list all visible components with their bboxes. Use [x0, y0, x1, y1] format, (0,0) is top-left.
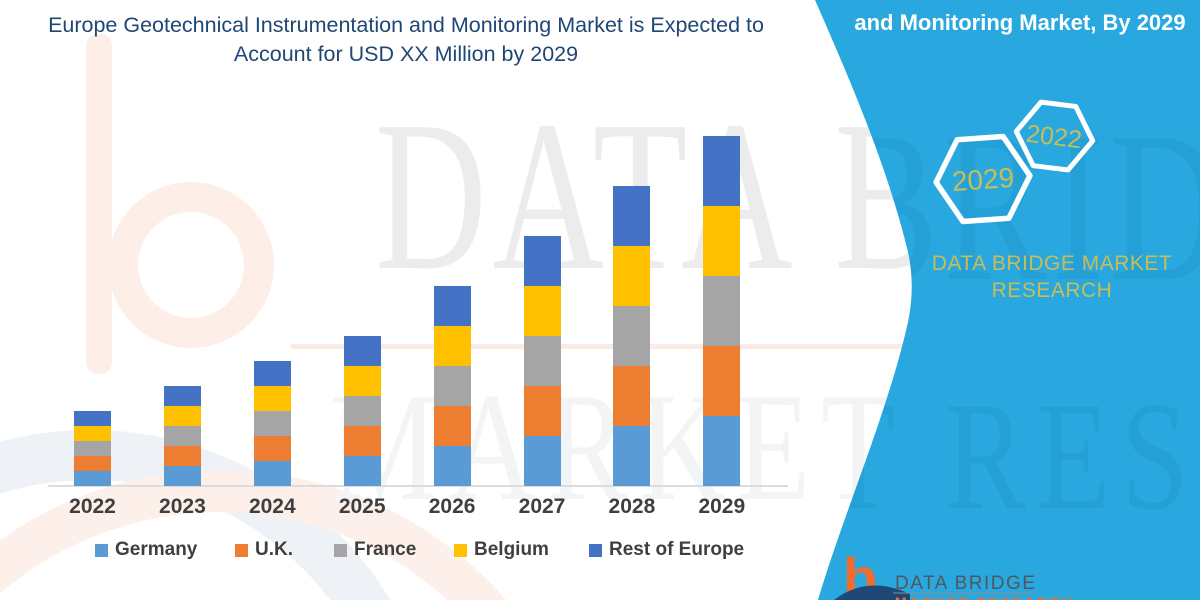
- bar-segment-germany-2023: [163, 466, 201, 486]
- legend-item-rest-of-europe: Rest of Europe: [589, 539, 744, 561]
- x-axis-label-2024: 2024: [248, 495, 296, 518]
- bar-2024: [253, 361, 291, 486]
- bar-segment-u-k--2022: [74, 456, 111, 471]
- bar-2028: [613, 186, 651, 486]
- legend-label: U.K.: [255, 539, 293, 560]
- bar-segment-rest-of-europe-2022: [74, 411, 111, 426]
- bar-2025: [343, 336, 381, 486]
- bar-segment-germany-2027: [523, 436, 561, 486]
- legend-item-germany: Germany: [95, 539, 197, 561]
- bar-2022: [74, 411, 111, 486]
- bar-segment-france-2028: [613, 306, 651, 366]
- bar-segment-germany-2022: [74, 471, 111, 486]
- chart-title-line2: Account for USD XX Million by 2029: [233, 42, 579, 66]
- bar-segment-belgium-2026: [433, 326, 471, 366]
- chart-title-line1: Europe Geotechnical Instrumentation and …: [48, 13, 764, 37]
- bar-2023: [163, 386, 201, 486]
- bar-segment-u-k--2027: [523, 386, 561, 436]
- bar-segment-france-2025: [343, 396, 381, 426]
- bar-segment-u-k--2024: [253, 436, 291, 461]
- chart-title: Europe Geotechnical Instrumentation and …: [0, 11, 812, 69]
- bar-segment-germany-2026: [433, 446, 471, 486]
- bar-segment-rest-of-europe-2023: [163, 386, 201, 406]
- bar-segment-rest-of-europe-2025: [343, 336, 381, 366]
- bar-segment-u-k--2029: [703, 346, 741, 416]
- bar-segment-germany-2024: [253, 461, 291, 486]
- legend-label: Rest of Europe: [609, 539, 745, 560]
- bar-segment-germany-2029: [703, 416, 741, 486]
- bar-segment-rest-of-europe-2028: [613, 186, 651, 246]
- bar-segment-belgium-2029: [703, 206, 741, 276]
- bar-segment-rest-of-europe-2027: [523, 236, 561, 286]
- bar-segment-rest-of-europe-2029: [703, 136, 741, 206]
- bar-segment-rest-of-europe-2024: [253, 361, 291, 386]
- bar-segment-germany-2025: [343, 456, 381, 486]
- legend-swatch-icon: [235, 543, 248, 557]
- legend-item-france: France: [334, 539, 416, 561]
- legend-item-u-k-: U.K.: [235, 539, 293, 561]
- bar-segment-france-2024: [253, 411, 291, 436]
- legend-swatch-icon: [589, 543, 602, 557]
- bar-segment-belgium-2024: [253, 386, 291, 411]
- x-axis-label-2028: 2028: [608, 495, 656, 518]
- x-axis-line: [48, 485, 788, 487]
- x-axis-label-2022: 2022: [69, 495, 116, 518]
- bar-segment-france-2022: [74, 441, 111, 456]
- bar-2029: [703, 136, 741, 486]
- x-axis-label-2026: 2026: [428, 495, 476, 518]
- bar-segment-france-2026: [433, 366, 471, 406]
- bar-2026: [433, 286, 471, 486]
- bar-segment-belgium-2025: [343, 366, 381, 396]
- bar-segment-france-2027: [523, 336, 561, 386]
- legend-swatch-icon: [454, 543, 467, 557]
- bar-segment-france-2029: [703, 276, 741, 346]
- legend-swatch-icon: [334, 543, 347, 557]
- x-axis-label-2025: 2025: [338, 495, 386, 518]
- legend-swatch-icon: [95, 543, 108, 557]
- legend-label: Belgium: [474, 539, 549, 560]
- x-axis-label-2027: 2027: [518, 495, 566, 518]
- bar-segment-germany-2028: [613, 426, 651, 486]
- bar-segment-belgium-2022: [74, 426, 111, 441]
- legend-label: France: [354, 539, 417, 560]
- x-axis-label-2023: 2023: [159, 495, 206, 518]
- x-axis-label-2029: 2029: [698, 495, 746, 518]
- bar-segment-u-k--2023: [163, 446, 201, 466]
- bar-segment-france-2023: [163, 426, 201, 446]
- bar-2027: [523, 236, 561, 486]
- watermark-logo-stem: [86, 34, 112, 374]
- legend-item-belgium: Belgium: [454, 539, 549, 561]
- bar-segment-belgium-2027: [523, 286, 561, 336]
- bar-segment-u-k--2028: [613, 366, 651, 426]
- legend-label: Germany: [115, 539, 198, 560]
- bar-segment-belgium-2028: [613, 246, 651, 306]
- bar-segment-u-k--2025: [343, 426, 381, 456]
- bar-segment-belgium-2023: [163, 406, 201, 426]
- bar-segment-u-k--2026: [433, 406, 471, 446]
- bar-segment-rest-of-europe-2026: [433, 286, 471, 326]
